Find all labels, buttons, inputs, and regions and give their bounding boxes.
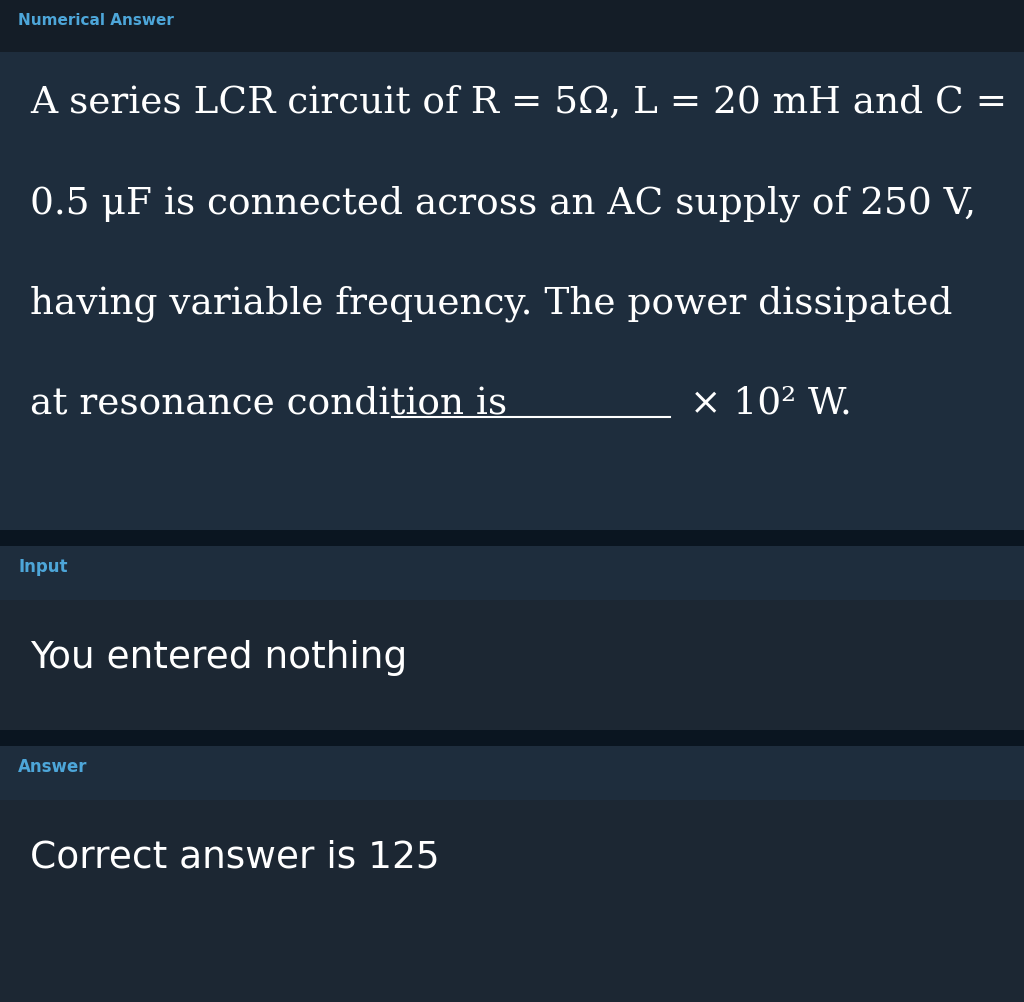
Text: × 10² W.: × 10² W.	[690, 385, 852, 421]
Text: having variable frequency. The power dissipated: having variable frequency. The power dis…	[30, 285, 952, 322]
Bar	[0, 746, 1024, 800]
Bar	[0, 800, 1024, 1002]
Text: Input: Input	[18, 558, 68, 576]
Bar	[0, 600, 1024, 730]
Text: A series LCR circuit of R = 5Ω, L = 20 mH and C =: A series LCR circuit of R = 5Ω, L = 20 m…	[30, 85, 1008, 121]
Text: Correct answer is 125: Correct answer is 125	[30, 840, 439, 876]
Bar	[0, 730, 1024, 746]
Bar	[0, 546, 1024, 600]
Text: You entered nothing: You entered nothing	[30, 640, 408, 676]
Text: Answer: Answer	[18, 758, 87, 776]
Text: Numerical Answer: Numerical Answer	[18, 13, 174, 28]
Bar	[0, 52, 1024, 530]
Bar	[0, 0, 1024, 52]
Bar	[0, 530, 1024, 546]
Text: at resonance condition is: at resonance condition is	[30, 385, 519, 421]
Text: 0.5 μF is connected across an AC supply of 250 V,: 0.5 μF is connected across an AC supply …	[30, 185, 976, 221]
